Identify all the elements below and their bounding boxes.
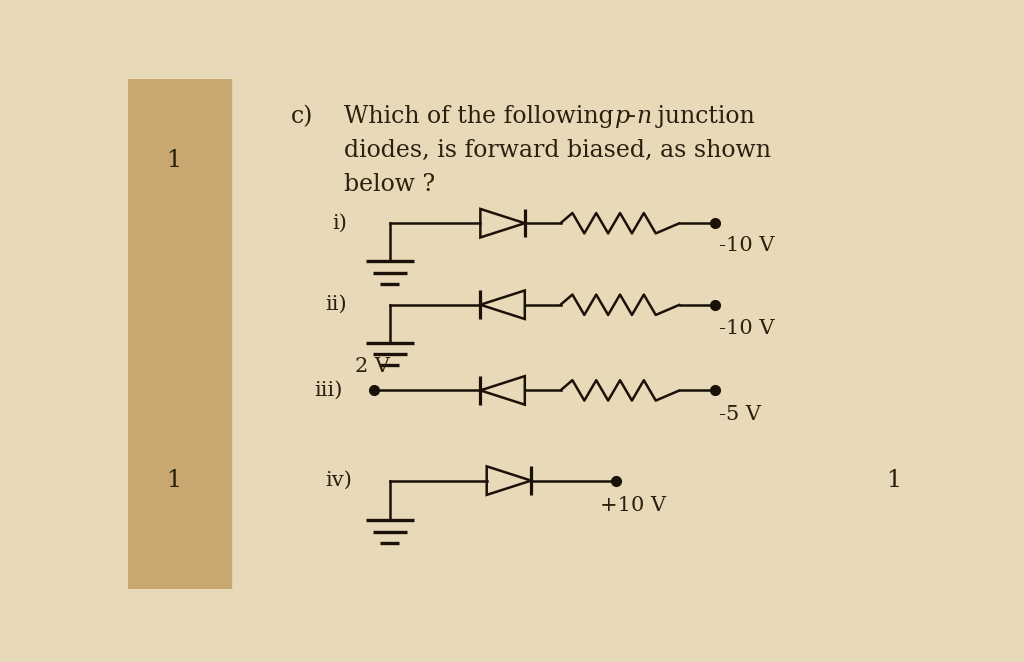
Text: junction: junction [650,105,755,128]
Text: iii): iii) [314,381,343,400]
Text: -: - [628,105,636,128]
Text: 2 V: 2 V [355,357,390,376]
Text: iv): iv) [325,471,351,490]
Bar [128,79,231,589]
Text: Which of the following: Which of the following [344,105,622,128]
Text: below ?: below ? [344,173,435,196]
Text: i): i) [333,214,347,232]
Text: -5 V: -5 V [719,404,761,424]
Text: 1: 1 [886,469,901,492]
Text: 1: 1 [166,469,181,492]
Text: c): c) [291,105,313,128]
Text: ii): ii) [325,295,346,314]
Text: 1: 1 [166,150,181,173]
Text: n: n [637,105,652,128]
Text: p: p [615,105,631,128]
Text: diodes, is forward biased, as shown: diodes, is forward biased, as shown [344,139,771,162]
Text: -10 V: -10 V [719,319,775,338]
Text: -10 V: -10 V [719,236,775,255]
Text: +10 V: +10 V [600,496,667,515]
